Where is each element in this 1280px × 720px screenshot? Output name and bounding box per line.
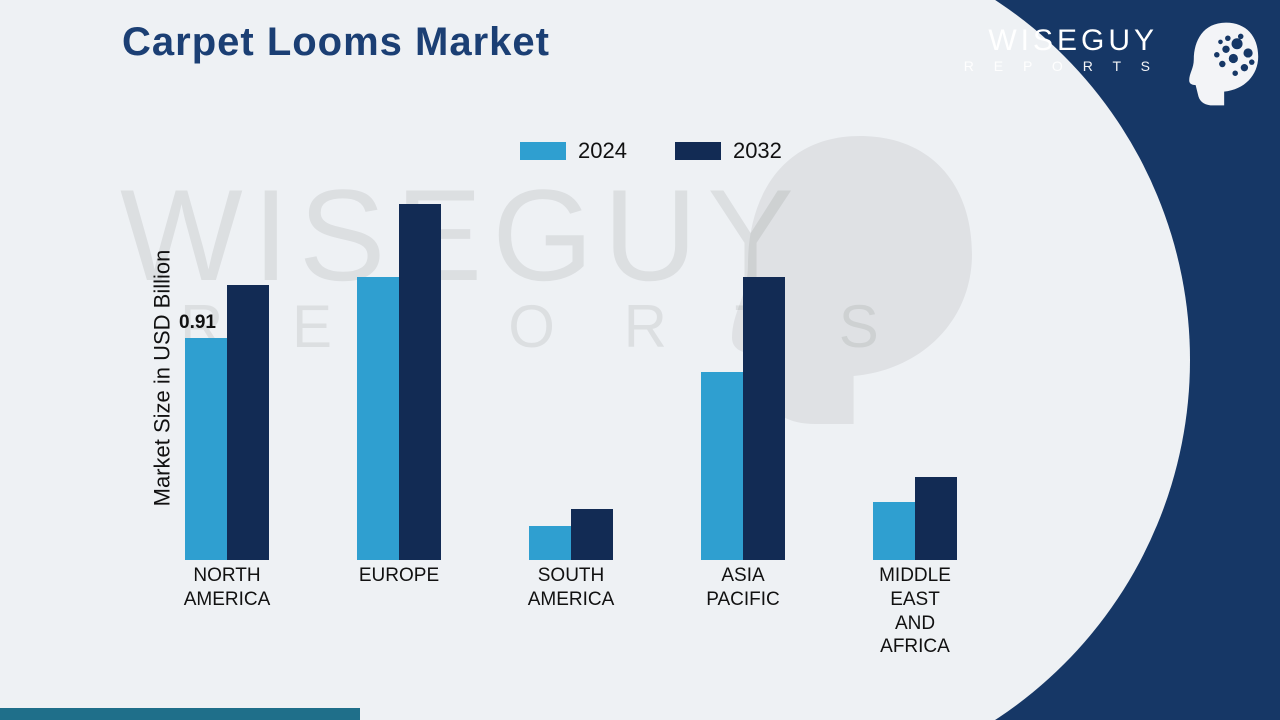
x-tick-label: NORTH AMERICA (152, 564, 302, 612)
logo-line1: WISEGUY (964, 24, 1158, 58)
x-tick-label: MIDDLE EAST AND AFRICA (840, 564, 990, 659)
bar-group (324, 204, 474, 560)
x-axis-labels: NORTH AMERICA EUROPE SOUTH AMERICA ASIA PAC… (112, 564, 1012, 694)
bar-group (668, 277, 818, 560)
chart-title: Carpet Looms Market (122, 20, 550, 65)
legend-swatch-2024 (520, 142, 566, 160)
bar-2032 (571, 509, 613, 560)
bottom-accent-bar (0, 708, 360, 720)
bar-group (496, 509, 646, 560)
plot-area: 0.91 (112, 170, 1012, 560)
x-tick-label: SOUTH AMERICA (496, 564, 646, 612)
legend-label-2024: 2024 (578, 138, 627, 164)
bar-group (152, 285, 302, 560)
x-tick-label: ASIA PACIFIC (668, 564, 818, 612)
legend-item-2032: 2032 (675, 138, 782, 164)
logo-head-icon (1180, 18, 1272, 110)
bar-2024 (185, 338, 227, 560)
bar-2024 (701, 372, 743, 560)
legend-item-2024: 2024 (520, 138, 627, 164)
bar-2024 (357, 277, 399, 560)
legend-label-2032: 2032 (733, 138, 782, 164)
brand-logo: WISEGUY R E P O R T S (964, 24, 1158, 74)
legend: 2024 2032 (520, 138, 782, 164)
bar-2032 (915, 477, 957, 560)
bar-2032 (399, 204, 441, 560)
x-tick-label: EUROPE (324, 564, 474, 588)
logo-line2: R E P O R T S (964, 58, 1158, 74)
bar-2024 (529, 526, 571, 560)
chart-card: WISEGUY R E P O R T S Carpet Looms Marke… (0, 0, 1280, 720)
bar-group (840, 477, 990, 560)
bar-2032 (227, 285, 269, 560)
bar-2024 (873, 502, 915, 561)
bar-2032 (743, 277, 785, 560)
data-label: 0.91 (179, 312, 216, 334)
legend-swatch-2032 (675, 142, 721, 160)
